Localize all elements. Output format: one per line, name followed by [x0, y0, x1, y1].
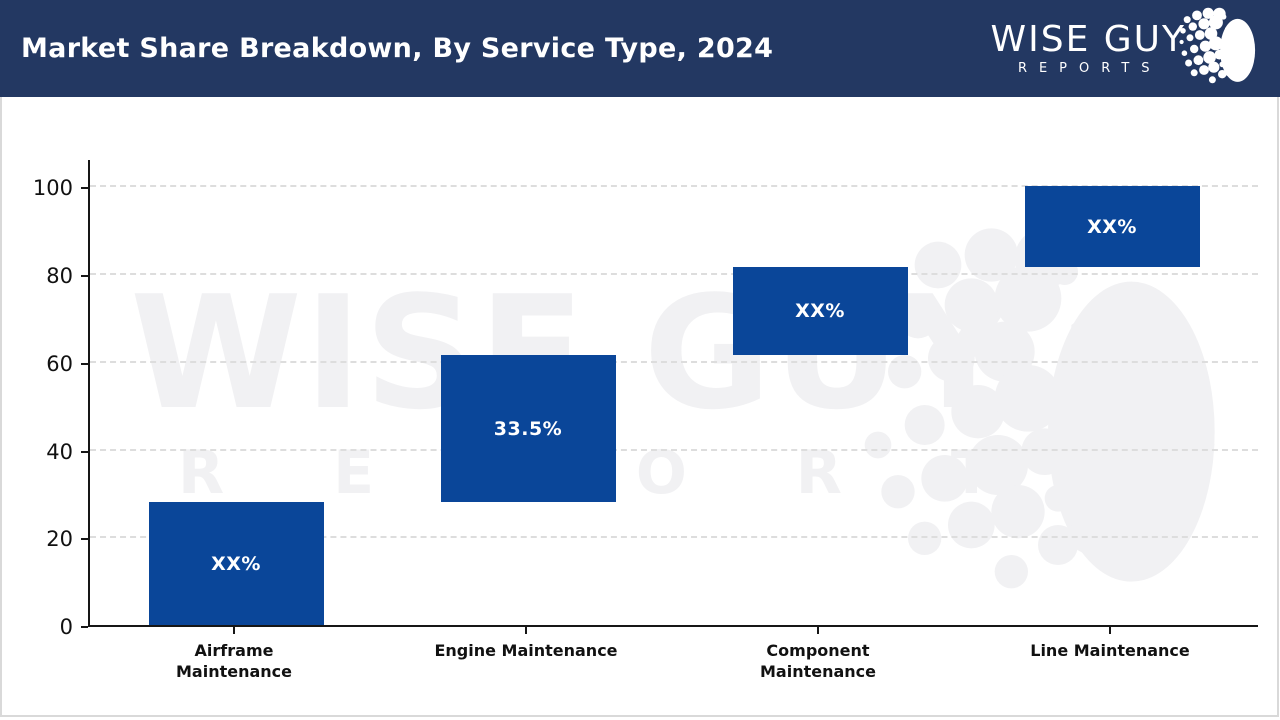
gridline-100: [90, 185, 1258, 188]
y-tick-mark-20: [81, 538, 88, 541]
y-tick-mark-60: [81, 362, 88, 365]
y-tick-label-40: 40: [46, 439, 73, 464]
bar-airframe-maintenance: XX%: [148, 502, 324, 625]
bar-value-label: XX%: [795, 300, 845, 323]
bar-component-maintenance: XX%: [732, 267, 908, 356]
bar-value-label: XX%: [211, 552, 261, 575]
y-tick-mark-100: [81, 187, 88, 190]
y-tick-label-20: 20: [46, 527, 73, 552]
x-tick-mark: [233, 627, 235, 634]
y-tick-label-0: 0: [59, 615, 73, 639]
gridline-40: [90, 448, 1258, 451]
y-tick-mark-0: [81, 626, 88, 628]
brand-name: WISE GUY: [990, 19, 1186, 60]
y-axis: 0 20 40 60 80 100: [0, 160, 88, 639]
y-tick-mark-40: [81, 450, 88, 453]
x-tick-label: Component Maintenance: [759, 641, 876, 681]
x-tick-label: Line Maintenance: [1030, 641, 1190, 660]
y-tick-mark-80: [81, 275, 88, 278]
x-axis: Airframe Maintenance Engine Maintenance Co…: [88, 627, 1258, 697]
x-tick-mark: [525, 627, 527, 634]
y-tick-label-100: 100: [32, 176, 73, 201]
plot-area: XX% 33.5% XX% XX%: [88, 160, 1258, 627]
y-tick-label-80: 80: [46, 264, 73, 289]
bar-value-label: 33.5%: [493, 417, 563, 440]
x-tick-label: Engine Maintenance: [434, 641, 618, 660]
brand-head-icon: [1170, 7, 1266, 91]
bar-line-maintenance: XX%: [1024, 186, 1200, 268]
gridline-80: [90, 273, 1258, 276]
bar-engine-maintenance: 33.5%: [440, 355, 616, 503]
brand-subtitle: REPORTS: [1017, 61, 1162, 76]
x-tick-label: Airframe Maintenance: [175, 641, 292, 681]
gridline-60: [90, 360, 1258, 363]
x-tick-mark: [817, 627, 819, 634]
gridline-20: [90, 536, 1258, 539]
brand-logo: WISE GUY REPORTS: [991, 7, 1280, 91]
bar-value-label: XX%: [1087, 215, 1137, 238]
page-title: Market Share Breakdown, By Service Type,…: [21, 33, 774, 64]
y-tick-label-60: 60: [46, 351, 73, 376]
brand-logo-text: WISE GUY REPORTS: [990, 19, 1187, 76]
header-bar: Market Share Breakdown, By Service Type,…: [0, 0, 1280, 97]
x-tick-mark: [1109, 627, 1111, 634]
